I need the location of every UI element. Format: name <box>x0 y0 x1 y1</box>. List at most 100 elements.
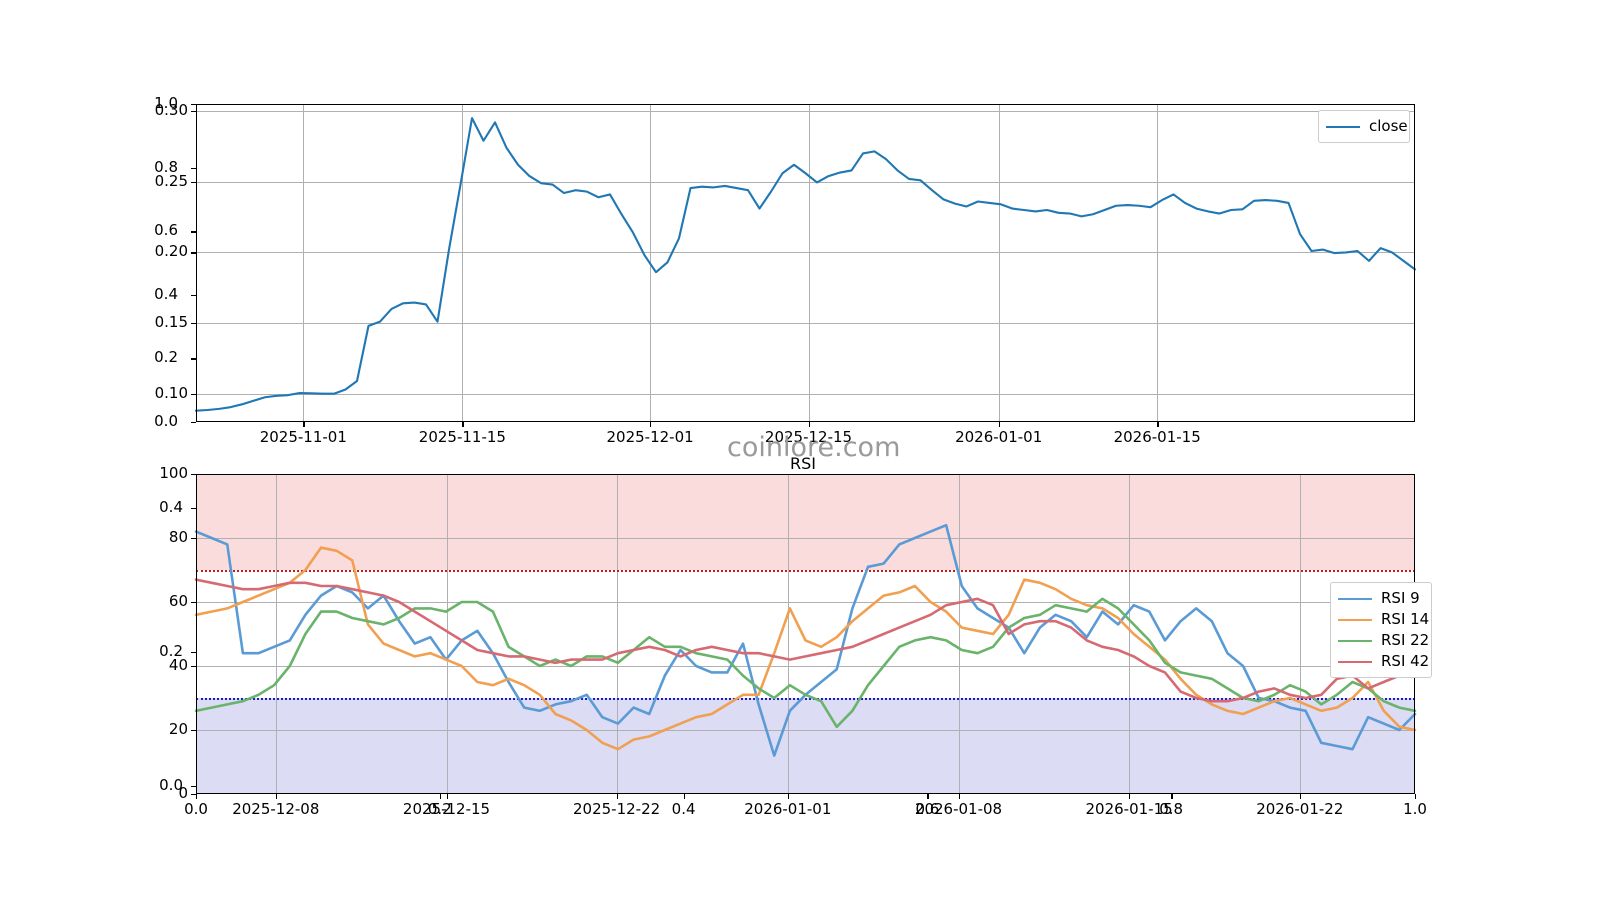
price-x-tick-label: 2025-11-01 <box>259 428 347 446</box>
price-y-tick-label: 0.10 <box>154 383 188 402</box>
tick-mark <box>1129 794 1131 799</box>
rsi-line-rsi-22 <box>194 597 1417 729</box>
price-x-tick-label: 2025-12-15 <box>764 428 853 446</box>
gridline <box>196 602 1415 603</box>
rsi-x-tick-label: 2026-01-22 <box>1256 800 1344 818</box>
rsi-x-tick-label-secondary: 0.6 <box>915 800 940 818</box>
rsi-overbought-threshold-line <box>196 570 1415 572</box>
gridline <box>303 104 305 422</box>
gridline <box>998 104 1000 422</box>
gridline <box>808 104 810 422</box>
price-y-tick-label-secondary: 0.8 <box>154 157 178 176</box>
tick-mark <box>196 794 198 799</box>
legend-label: RSI 14 <box>1381 610 1430 628</box>
gridline <box>1299 474 1301 794</box>
price-x-tick-label: 2025-12-01 <box>606 428 694 446</box>
rsi-y-tick-label-secondary: 0.2 <box>159 642 183 660</box>
gridline <box>196 393 1415 395</box>
rsi-x-tick-label: 2025-12-22 <box>573 800 661 818</box>
price-y-tick-label-secondary: 0.2 <box>154 348 178 367</box>
tick-mark <box>191 231 196 233</box>
tick-mark <box>1299 794 1302 799</box>
rsi-y-tick-label-secondary: 0.0 <box>159 776 183 794</box>
tick-mark <box>462 422 464 427</box>
rsi-axes-frame <box>196 474 1415 794</box>
gridline <box>196 730 1415 731</box>
rsi-y-tick-label: 100 <box>159 464 188 482</box>
tick-mark <box>787 794 790 799</box>
tick-mark <box>1415 794 1417 799</box>
legend-swatch-close <box>1326 125 1360 128</box>
tick-mark <box>275 794 278 799</box>
legend-item[interactable]: close <box>1326 116 1408 137</box>
tick-mark <box>1157 422 1159 427</box>
tick-mark <box>191 181 196 184</box>
price-y-tick-label: 0.25 <box>154 171 188 190</box>
legend-swatch-rsi-14 <box>1338 618 1372 621</box>
rsi-x-tick-label-secondary: 0.0 <box>184 800 208 818</box>
tick-mark <box>998 422 1001 427</box>
legend-item[interactable]: RSI 42 <box>1338 651 1429 672</box>
rsi-y-tick-label-secondary: 0.4 <box>159 498 183 516</box>
tick-mark <box>650 422 652 427</box>
price-y-tick-label-secondary: 0.6 <box>154 221 178 240</box>
gridline <box>275 474 277 794</box>
rsi-x-tick-label-secondary: 0.2 <box>427 800 452 818</box>
tick-mark <box>191 167 196 169</box>
gridline <box>787 474 789 794</box>
tick-mark <box>191 111 196 113</box>
rsi-overbought-band <box>196 474 1415 570</box>
rsi-y-tick-label: 20 <box>168 720 188 738</box>
rsi-y-tick-label: 40 <box>168 656 188 674</box>
watermark: coinlore.com <box>727 432 901 463</box>
tick-mark <box>1171 794 1173 799</box>
price-legend[interactable]: close <box>1318 110 1410 143</box>
rsi-line-rsi-42 <box>194 578 1417 703</box>
legend-item[interactable]: RSI 9 <box>1338 588 1422 609</box>
gridline <box>1157 104 1159 422</box>
legend-label: close <box>1369 117 1408 135</box>
tick-mark <box>683 794 685 799</box>
gridline <box>462 104 464 422</box>
gridline <box>196 666 1415 667</box>
legend-label: RSI 9 <box>1381 589 1420 607</box>
gridline <box>196 111 1415 113</box>
price-y-tick-label-secondary: 0.0 <box>154 412 178 430</box>
tick-mark <box>191 294 196 297</box>
price-x-tick-label: 2025-11-15 <box>418 428 506 446</box>
price-y-tick-label: 0.30 <box>154 101 188 120</box>
tick-mark <box>958 794 960 799</box>
gridline <box>196 323 1415 325</box>
tick-mark <box>191 652 196 654</box>
tick-mark <box>191 358 196 360</box>
rsi-y-tick-label: 80 <box>168 528 188 546</box>
price-axes-frame <box>196 104 1415 422</box>
gridline <box>196 538 1415 539</box>
gridline <box>958 474 960 794</box>
legend-item[interactable]: RSI 14 <box>1338 609 1429 630</box>
tick-mark <box>191 794 196 796</box>
rsi-chart-panel <box>194 474 1417 794</box>
legend-item[interactable]: RSI 22 <box>1338 630 1429 651</box>
tick-mark <box>439 794 442 799</box>
rsi-x-tick-label: 2025-12-15 <box>402 800 491 818</box>
rsi-panel-title: RSI <box>790 454 816 473</box>
rsi-legend[interactable]: RSI 9 RSI 14 RSI 22 RSI 42 <box>1330 582 1432 678</box>
tick-mark <box>191 252 196 254</box>
gridline <box>616 474 618 794</box>
rsi-line-series <box>194 523 1417 757</box>
rsi-line-rsi-14 <box>194 546 1417 751</box>
tick-mark <box>191 422 196 424</box>
gridline <box>446 474 448 794</box>
price-y-tick-label: 0.15 <box>154 313 188 332</box>
rsi-oversold-threshold-line <box>196 698 1415 700</box>
rsi-x-tick-label-secondary: 0.4 <box>671 800 696 818</box>
rsi-x-tick-label: 2026-01-08 <box>914 800 1003 818</box>
legend-swatch-rsi-9 <box>1338 597 1372 600</box>
legend-label: RSI 22 <box>1381 631 1430 649</box>
tick-mark <box>191 474 196 476</box>
gridline <box>196 252 1415 254</box>
rsi-x-tick-label-secondary: 0.8 <box>1159 800 1184 818</box>
price-close-line <box>194 117 1417 412</box>
